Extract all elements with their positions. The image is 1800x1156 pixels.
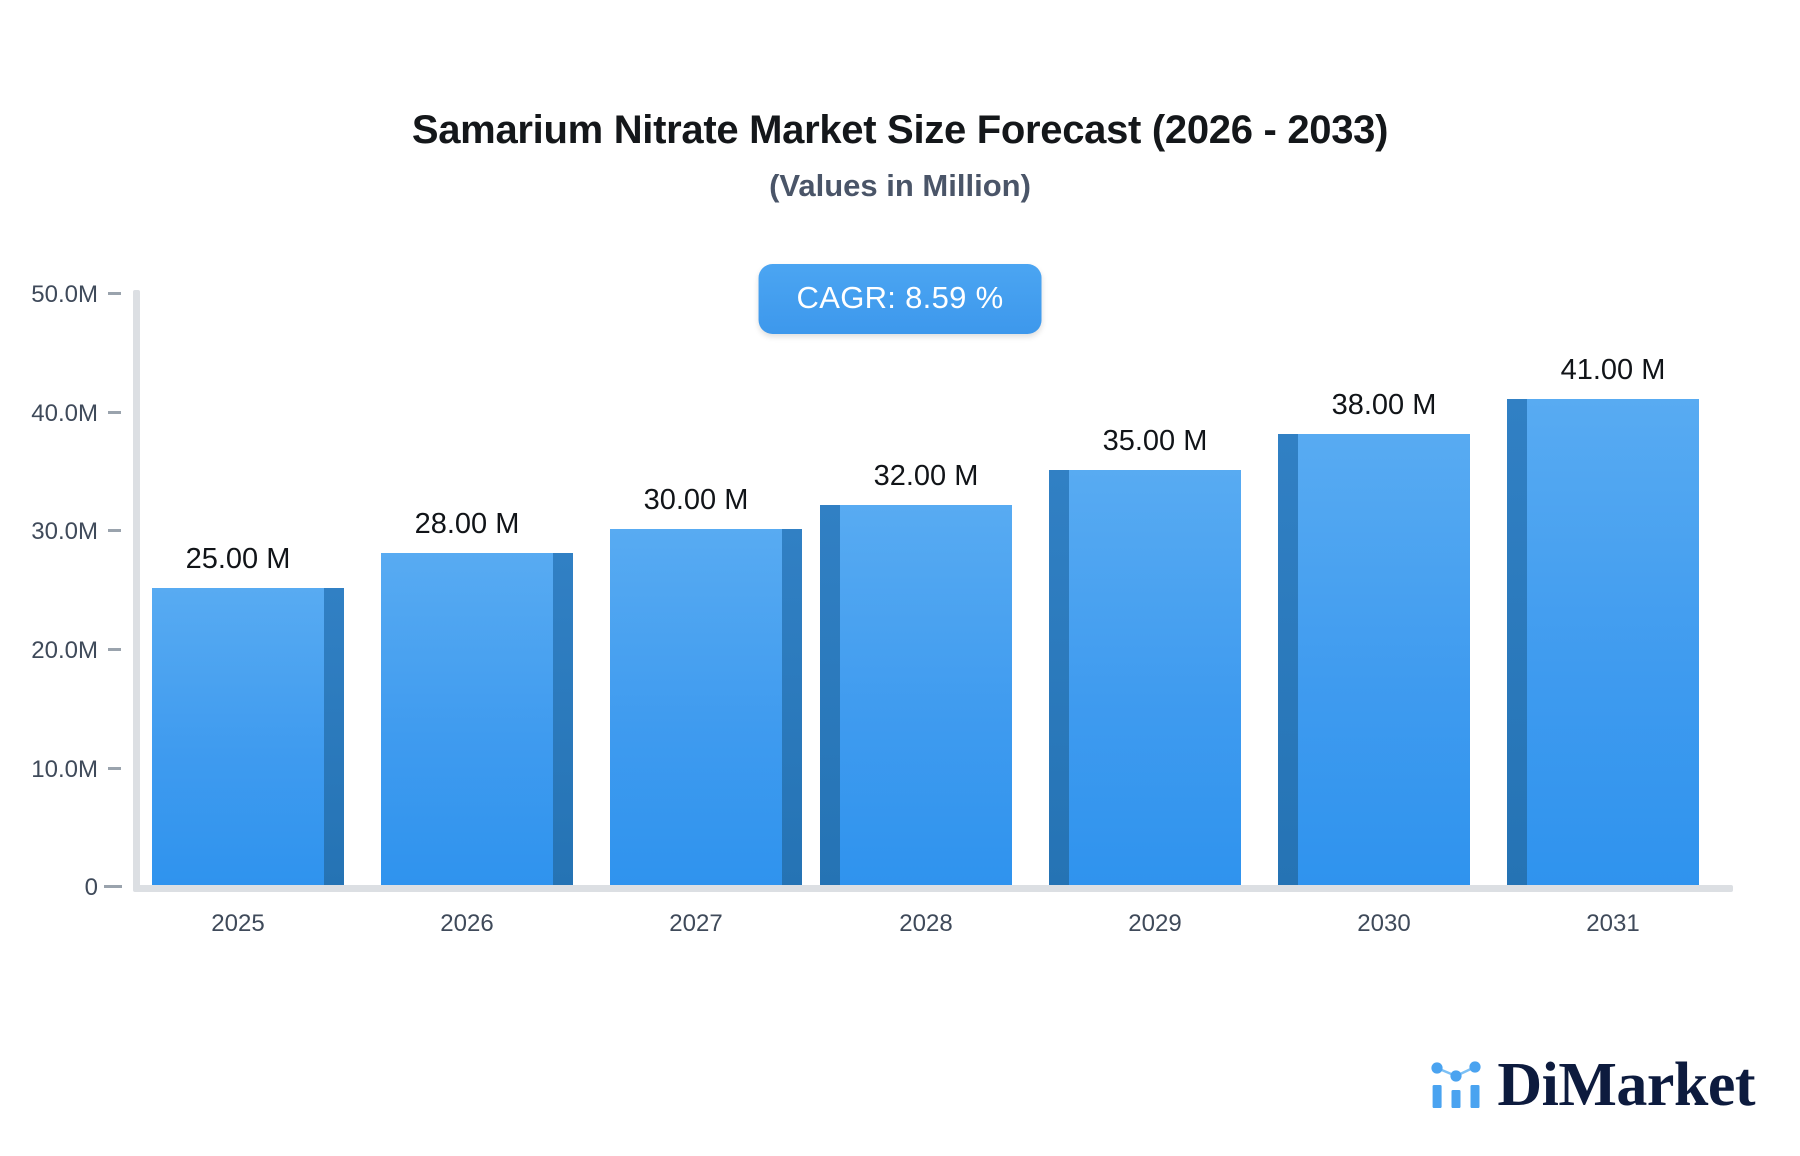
x-axis-line [133,885,1733,892]
y-tick-label-40: 40.0M [31,400,98,427]
bar-side-2030 [1278,434,1298,885]
bar-2028[interactable]: 32.00 M [820,460,1012,885]
chart-title: Samarium Nitrate Market Size Forecast (2… [411,108,1389,152]
bar-2026[interactable]: 28.00 M [381,508,573,885]
y-tick-mark-10 [108,767,121,770]
bar-2029[interactable]: 35.00 M [1049,425,1241,885]
x-tick-label-2027: 2027 [669,910,723,937]
bar-2027[interactable]: 30.00 M [610,484,802,885]
y-tick-mark-20 [108,648,121,651]
y-tick-label-30: 30.0M [31,518,98,545]
x-tick-label-2026: 2026 [440,910,494,937]
y-tick-label-20: 20.0M [31,637,98,664]
x-tick-label-2030: 2030 [1357,910,1411,937]
bar-face-2030 [1298,434,1470,885]
bar-side-2028 [820,505,840,885]
bar-2031[interactable]: 41.00 M [1507,354,1699,885]
y-tick-label-0: 0 [84,874,98,901]
bar-face-2027 [610,529,782,885]
bar-value-label-2027: 30.00 M [643,484,749,516]
bar-face-2026 [381,553,553,885]
bar-side-2027 [782,529,802,885]
bar-value-label-2026: 28.00 M [414,508,520,540]
bar-chart-dots-icon [1431,1061,1481,1108]
bar-face-2028 [840,505,1012,885]
dimarket-logo: DiMarket [1427,1054,1755,1116]
bar-value-label-2029: 35.00 M [1102,425,1208,457]
bar-2025[interactable]: 25.00 M [152,543,344,885]
logo-text: DiMarket [1497,1051,1755,1119]
bar-side-2025 [324,588,344,885]
x-tick-label-2029: 2029 [1128,910,1182,937]
y-tick-mark-40 [108,411,121,414]
bar-side-2029 [1049,470,1069,885]
y-tick-mark-30 [108,529,121,532]
bar-face-2029 [1069,470,1241,885]
cagr-badge: CAGR: 8.59 % [758,264,1042,334]
bar-value-label-2030: 38.00 M [1331,389,1437,421]
bar-2030[interactable]: 38.00 M [1278,389,1470,885]
y-axis-line [133,290,140,888]
y-tick-label-50: 50.0M [31,281,98,308]
y-tick-mark-0 [104,885,122,888]
y-tick-mark-50 [108,292,121,295]
bar-value-label-2028: 32.00 M [873,460,979,492]
x-tick-label-2028: 2028 [899,910,953,937]
chart-subtitle: (Values in Million) [769,168,1031,203]
bar-side-2031 [1507,399,1527,885]
bar-value-label-2031: 41.00 M [1560,354,1666,386]
bar-side-2026 [553,553,573,885]
y-tick-label-10: 10.0M [31,756,98,783]
bar-value-label-2025: 25.00 M [185,543,291,575]
bar-face-2025 [152,588,324,885]
x-tick-label-2025: 2025 [211,910,265,937]
bar-face-2031 [1527,399,1699,885]
x-tick-label-2031: 2031 [1586,910,1640,937]
